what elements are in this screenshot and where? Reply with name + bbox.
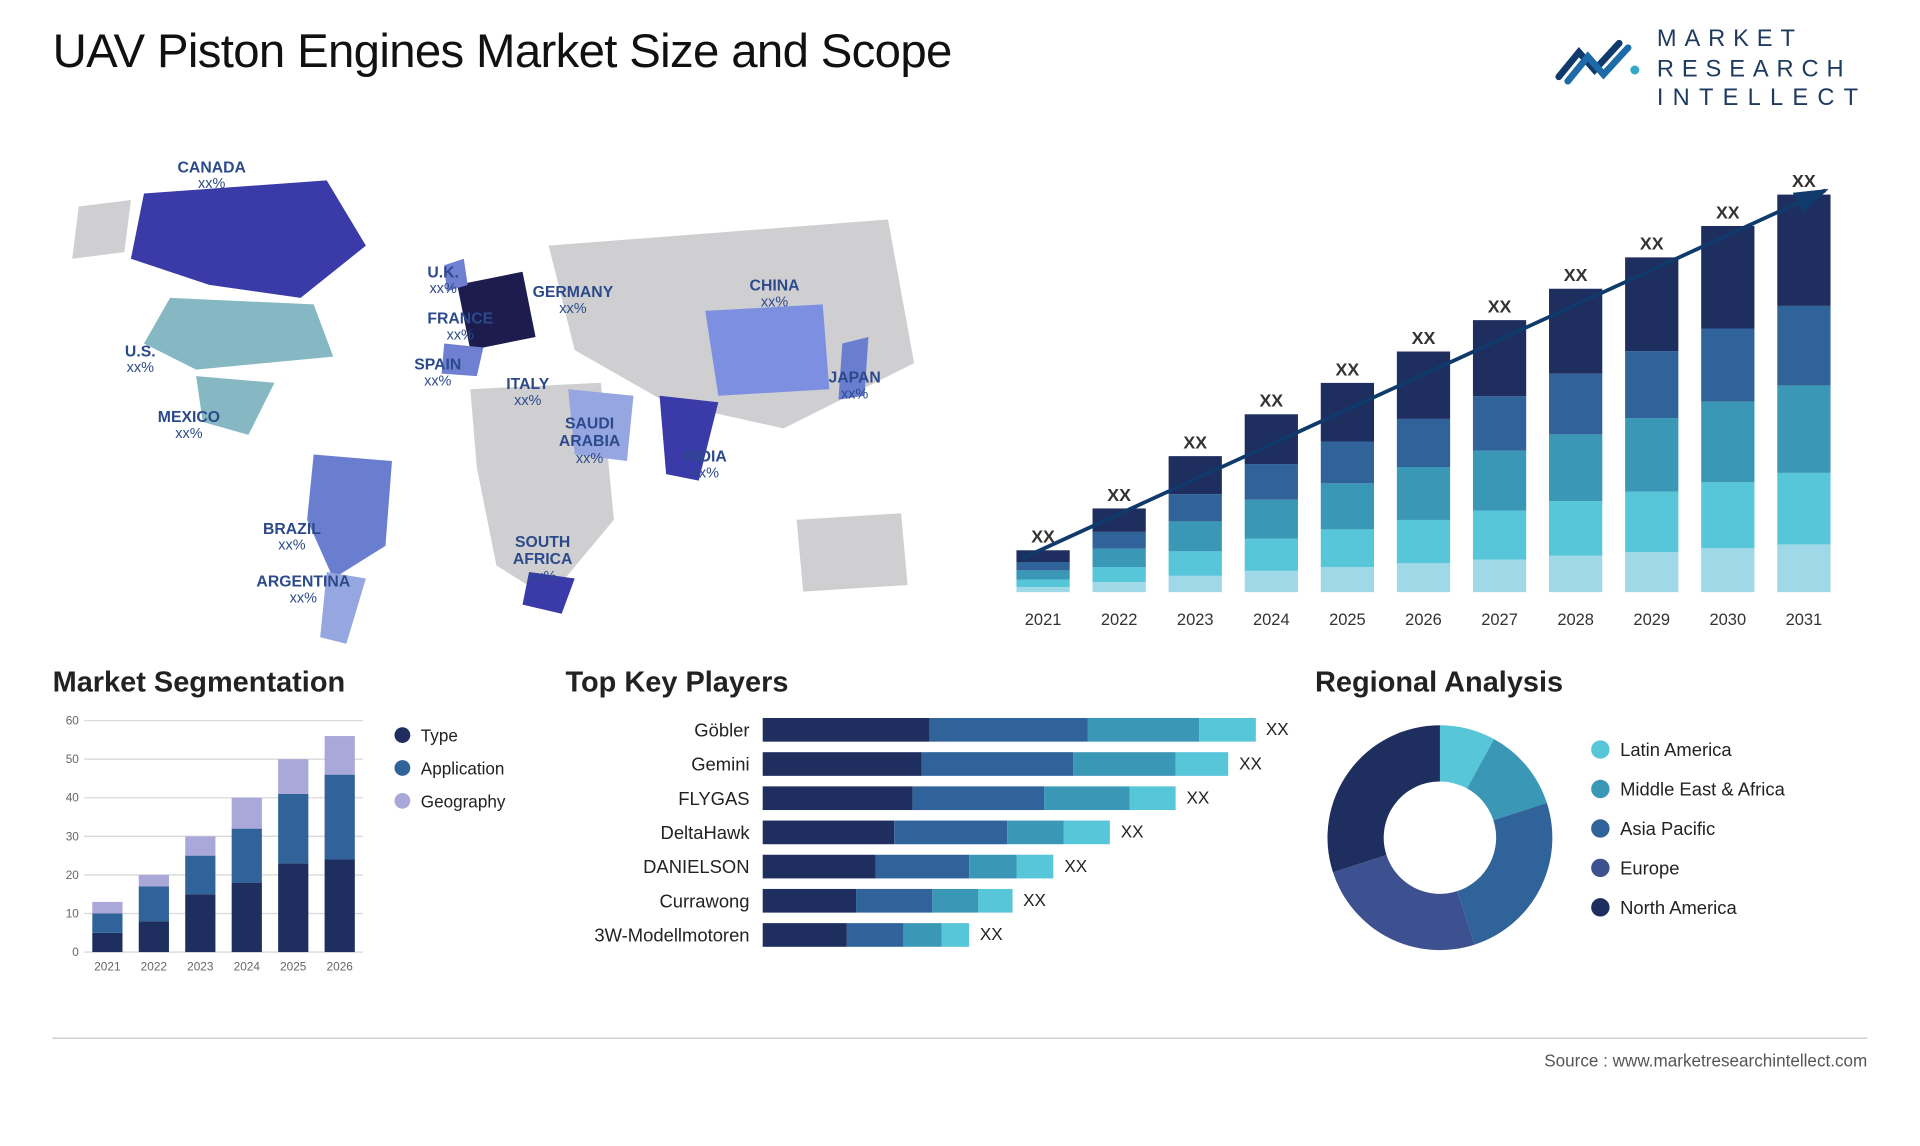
key-player-bar: XX — [763, 780, 1289, 814]
map-label: BRAZILxx% — [263, 520, 321, 555]
map-label: ARGENTINAxx% — [256, 573, 350, 608]
logo-mark-icon — [1554, 35, 1643, 102]
key-players-labels: GöblerGeminiFLYGASDeltaHawkDANIELSONCurr… — [565, 712, 762, 951]
footer-divider — [53, 1038, 1868, 1039]
key-player-bar: XX — [763, 746, 1289, 780]
regional-legend: Latin America Middle East & Africa Asia Pa… — [1591, 738, 1785, 935]
regional-donut — [1315, 712, 1565, 962]
svg-text:2023: 2023 — [187, 959, 214, 973]
svg-text:2022: 2022 — [141, 959, 167, 973]
svg-text:2026: 2026 — [327, 959, 354, 973]
svg-text:2025: 2025 — [280, 959, 307, 973]
svg-text:2022: 2022 — [1101, 610, 1138, 628]
legend-item: Application — [395, 758, 540, 778]
svg-text:XX: XX — [1716, 202, 1740, 222]
svg-text:2030: 2030 — [1709, 610, 1746, 628]
svg-text:XX: XX — [1336, 359, 1360, 379]
map-label: CANADAxx% — [178, 158, 246, 193]
brand-logo: MARKET RESEARCH INTELLECT — [1554, 24, 1867, 113]
svg-text:2026: 2026 — [1405, 610, 1442, 628]
svg-text:XX: XX — [1259, 390, 1283, 410]
map-label: U.S.xx% — [125, 343, 156, 378]
legend-item: Middle East & Africa — [1591, 778, 1785, 799]
svg-text:XX: XX — [1564, 264, 1588, 284]
segmentation-title: Market Segmentation — [53, 665, 540, 699]
key-player-name: DANIELSON — [565, 849, 749, 883]
key-players-panel: Top Key Players GöblerGeminiFLYGASDeltaH… — [565, 665, 1288, 982]
key-player-name: FLYGAS — [565, 780, 749, 814]
key-players-bars: XXXXXXXXXXXXXX — [763, 712, 1289, 951]
svg-text:2028: 2028 — [1557, 610, 1594, 628]
map-label: FRANCExx% — [427, 310, 493, 345]
svg-text:XX: XX — [1412, 327, 1436, 347]
svg-text:2021: 2021 — [94, 959, 120, 973]
legend-item: Latin America — [1591, 738, 1785, 759]
key-players-title: Top Key Players — [565, 665, 1288, 699]
key-player-bar: XX — [763, 815, 1289, 849]
key-player-bar: XX — [763, 917, 1289, 951]
svg-text:2021: 2021 — [1025, 610, 1062, 628]
logo-text: MARKET RESEARCH INTELLECT — [1657, 24, 1867, 113]
world-map: CANADAxx% U.S.xx%MEXICOxx% BRAZILxx% ARGENT… — [53, 126, 941, 652]
map-label: MEXICOxx% — [158, 408, 220, 443]
key-player-name: 3W-Modellmotoren — [565, 917, 749, 951]
svg-text:2031: 2031 — [1786, 610, 1823, 628]
svg-text:XX: XX — [1183, 432, 1207, 452]
key-player-name: Göbler — [565, 712, 749, 746]
svg-text:40: 40 — [66, 790, 80, 804]
map-label: JAPANxx% — [828, 369, 880, 404]
legend-item: Type — [395, 725, 540, 745]
map-label: CHINAxx% — [750, 277, 800, 312]
map-label: INDIAxx% — [684, 448, 727, 483]
svg-text:30: 30 — [66, 829, 80, 843]
svg-text:2029: 2029 — [1633, 610, 1670, 628]
legend-item: Europe — [1591, 857, 1785, 878]
legend-item: Geography — [395, 791, 540, 811]
svg-text:2025: 2025 — [1329, 610, 1366, 628]
segmentation-legend: Type Application Geography — [395, 712, 540, 982]
source-attribution: Source : www.marketresearchintellect.com — [1544, 1051, 1867, 1071]
svg-text:2024: 2024 — [234, 959, 261, 973]
legend-item: North America — [1591, 896, 1785, 917]
segmentation-chart: 0 10 20 30 40 50 60 2021 2022 2023 2024 2025 2026 — [53, 712, 379, 982]
map-label: GERMANYxx% — [533, 283, 614, 318]
svg-text:XX: XX — [1107, 484, 1131, 504]
regional-panel: Regional Analysis Latin America Middle Ea… — [1315, 665, 1867, 982]
segmentation-panel: Market Segmentation 0 10 20 30 40 50 60 2021 202… — [53, 665, 540, 982]
regional-title: Regional Analysis — [1315, 665, 1867, 699]
svg-text:2024: 2024 — [1253, 610, 1290, 628]
key-player-name: Currawong — [565, 883, 749, 917]
map-label: ITALYxx% — [506, 375, 549, 410]
svg-text:XX: XX — [1488, 296, 1512, 316]
svg-text:0: 0 — [72, 944, 79, 958]
map-label: SAUDIARABIAxx% — [559, 415, 620, 468]
svg-text:10: 10 — [66, 906, 80, 920]
svg-text:20: 20 — [66, 867, 80, 881]
key-player-bar: XX — [763, 849, 1289, 883]
legend-item: Asia Pacific — [1591, 817, 1785, 838]
map-label: SOUTHAFRICAxx% — [513, 533, 573, 586]
svg-text:XX: XX — [1792, 170, 1816, 190]
key-player-bar: XX — [763, 883, 1289, 917]
key-player-name: Gemini — [565, 746, 749, 780]
map-label: SPAINxx% — [414, 356, 461, 391]
svg-text:XX: XX — [1640, 233, 1664, 253]
key-player-name: DeltaHawk — [565, 815, 749, 849]
svg-text:2027: 2027 — [1481, 610, 1518, 628]
forecast-chart: XX 2021 XX 2022 XX 2023 XX 2024 XX 2025 XX 2026 XX 20… — [980, 126, 1868, 652]
svg-text:2023: 2023 — [1177, 610, 1214, 628]
page-title: UAV Piston Engines Market Size and Scope — [53, 24, 952, 79]
svg-text:60: 60 — [66, 713, 80, 727]
svg-text:50: 50 — [66, 751, 80, 765]
map-label: U.K.xx% — [427, 264, 459, 299]
key-player-bar: XX — [763, 712, 1289, 746]
